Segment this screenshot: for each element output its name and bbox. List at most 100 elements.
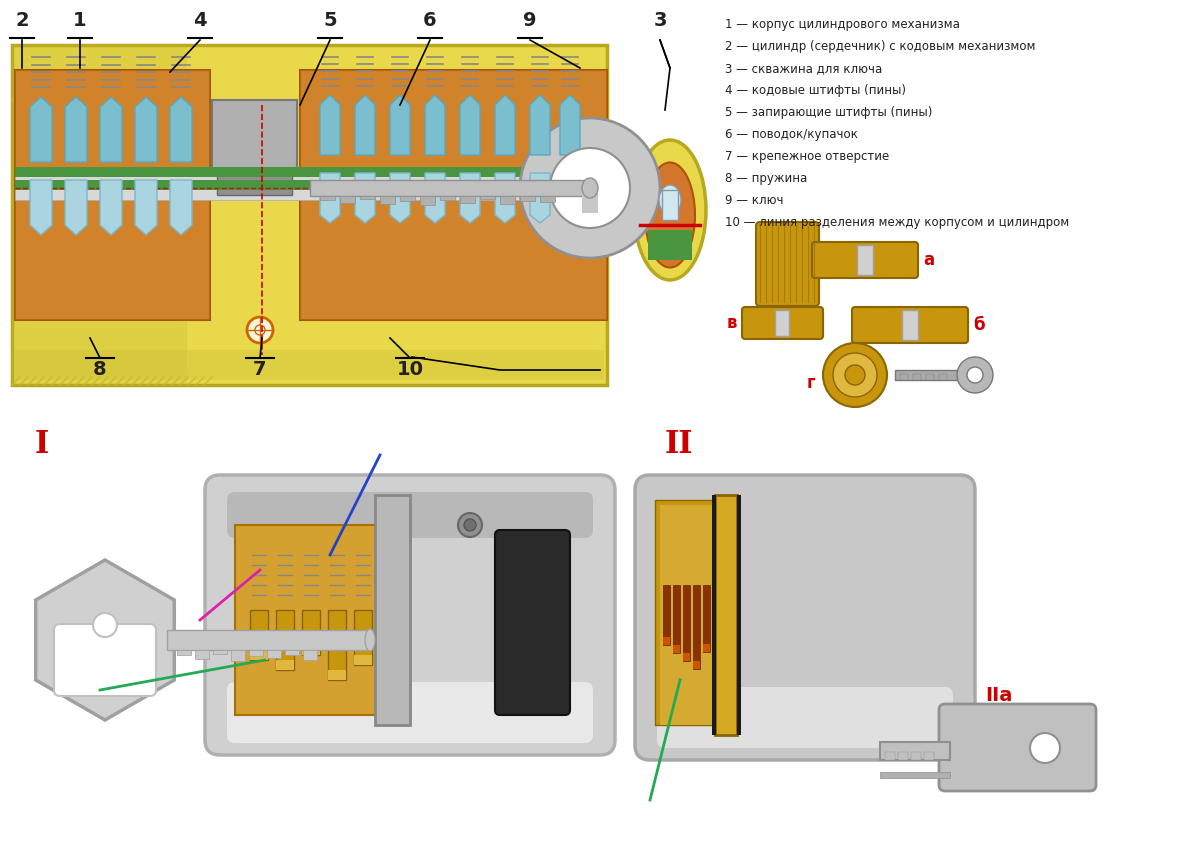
Bar bbox=[648, 230, 692, 260]
Circle shape bbox=[833, 353, 877, 397]
Text: 6: 6 bbox=[424, 11, 437, 30]
Text: 3 — скважина для ключа: 3 — скважина для ключа bbox=[725, 62, 882, 75]
Polygon shape bbox=[320, 173, 340, 223]
Circle shape bbox=[464, 519, 476, 531]
Bar bbox=[898, 752, 908, 760]
Bar bbox=[683, 585, 690, 661]
Bar bbox=[300, 70, 607, 320]
Bar bbox=[276, 610, 294, 670]
Bar bbox=[235, 525, 410, 715]
Text: I: I bbox=[35, 429, 49, 460]
Text: 8 — пружина: 8 — пружина bbox=[725, 172, 808, 185]
Polygon shape bbox=[355, 173, 374, 223]
Circle shape bbox=[458, 513, 482, 537]
Bar bbox=[212, 100, 298, 195]
Circle shape bbox=[247, 317, 274, 343]
Bar bbox=[178, 650, 191, 655]
Polygon shape bbox=[530, 95, 550, 155]
Polygon shape bbox=[65, 97, 88, 162]
Ellipse shape bbox=[365, 629, 374, 651]
Bar bbox=[14, 70, 210, 320]
Text: 4: 4 bbox=[193, 11, 206, 30]
Bar bbox=[715, 495, 737, 735]
Bar bbox=[673, 585, 680, 653]
Text: в: в bbox=[727, 314, 738, 332]
FancyBboxPatch shape bbox=[742, 307, 823, 339]
Circle shape bbox=[845, 365, 865, 385]
FancyBboxPatch shape bbox=[227, 492, 593, 538]
Text: 9 — ключ: 9 — ключ bbox=[725, 194, 784, 207]
Text: 3: 3 bbox=[653, 11, 667, 30]
Bar bbox=[460, 196, 475, 203]
Bar bbox=[540, 196, 554, 202]
Bar bbox=[328, 670, 346, 680]
Polygon shape bbox=[30, 180, 52, 235]
Bar bbox=[924, 752, 934, 760]
Bar bbox=[694, 661, 700, 669]
Text: г: г bbox=[808, 374, 816, 392]
Polygon shape bbox=[65, 180, 88, 235]
Bar bbox=[440, 196, 455, 200]
Bar bbox=[286, 650, 299, 655]
Polygon shape bbox=[425, 95, 445, 155]
Text: б: б bbox=[973, 316, 985, 334]
Polygon shape bbox=[460, 173, 480, 223]
Bar bbox=[300, 70, 607, 320]
FancyBboxPatch shape bbox=[852, 307, 968, 343]
Bar bbox=[266, 650, 281, 658]
Bar bbox=[712, 495, 716, 735]
Polygon shape bbox=[460, 95, 480, 155]
Text: II: II bbox=[665, 429, 694, 460]
Bar bbox=[14, 167, 604, 177]
Circle shape bbox=[550, 148, 630, 228]
Bar bbox=[900, 374, 908, 380]
Bar bbox=[902, 310, 918, 340]
Polygon shape bbox=[496, 95, 515, 155]
Polygon shape bbox=[36, 560, 174, 720]
Text: 2 — цилиндр (сердечник) с кодовым механизмом: 2 — цилиндр (сердечник) с кодовым механи… bbox=[725, 40, 1036, 53]
Text: 2: 2 bbox=[16, 11, 29, 30]
Bar bbox=[913, 374, 922, 380]
Bar bbox=[737, 495, 742, 735]
Text: 5 — запирающие штифты (пины): 5 — запирающие штифты (пины) bbox=[725, 106, 932, 119]
Polygon shape bbox=[100, 180, 122, 235]
Bar bbox=[250, 650, 268, 660]
Text: 9: 9 bbox=[523, 11, 536, 30]
Ellipse shape bbox=[646, 162, 695, 267]
Bar bbox=[380, 665, 398, 675]
FancyBboxPatch shape bbox=[54, 624, 156, 696]
Text: 10: 10 bbox=[396, 360, 424, 379]
Bar bbox=[694, 585, 700, 669]
Bar bbox=[250, 610, 268, 660]
Bar bbox=[940, 374, 947, 380]
Polygon shape bbox=[390, 173, 410, 223]
FancyBboxPatch shape bbox=[227, 682, 593, 743]
Bar bbox=[380, 196, 395, 204]
Bar bbox=[500, 196, 515, 204]
Polygon shape bbox=[30, 97, 52, 162]
Ellipse shape bbox=[659, 185, 682, 215]
Polygon shape bbox=[100, 97, 122, 162]
Bar bbox=[880, 742, 950, 760]
Bar bbox=[276, 660, 294, 670]
Circle shape bbox=[520, 118, 660, 258]
FancyBboxPatch shape bbox=[496, 530, 570, 715]
Bar bbox=[250, 650, 263, 656]
Circle shape bbox=[967, 367, 983, 383]
Text: 7 — крепежное отверстие: 7 — крепежное отверстие bbox=[725, 150, 889, 163]
Polygon shape bbox=[320, 95, 340, 155]
Text: 7: 7 bbox=[253, 360, 266, 379]
Bar bbox=[420, 196, 436, 205]
Bar bbox=[660, 505, 712, 725]
Bar bbox=[302, 645, 320, 655]
FancyBboxPatch shape bbox=[635, 475, 974, 760]
Bar bbox=[167, 630, 370, 650]
Bar bbox=[217, 175, 292, 195]
Polygon shape bbox=[560, 95, 580, 155]
Bar bbox=[12, 45, 607, 385]
FancyBboxPatch shape bbox=[205, 475, 616, 755]
FancyBboxPatch shape bbox=[658, 687, 953, 748]
Polygon shape bbox=[170, 97, 192, 162]
Circle shape bbox=[958, 357, 994, 393]
Bar bbox=[480, 196, 496, 199]
